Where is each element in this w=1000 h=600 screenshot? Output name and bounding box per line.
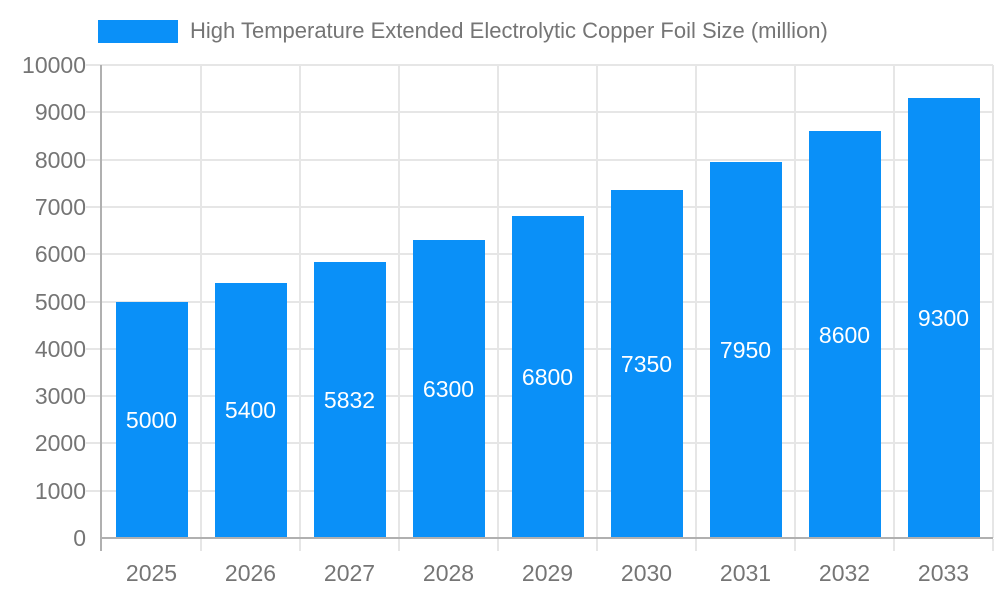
legend-swatch — [98, 20, 178, 43]
bar-value-label: 5400 — [224, 397, 277, 424]
x-axis-tick — [299, 539, 301, 551]
y-axis-label: 4000 — [34, 335, 86, 362]
x-axis-tick — [596, 539, 598, 551]
legend-label: High Temperature Extended Electrolytic C… — [190, 18, 828, 43]
v-gridline — [992, 65, 994, 538]
bar-value-label: 7350 — [620, 351, 673, 378]
y-axis-tick — [86, 347, 102, 350]
bar-value-label: 5000 — [125, 406, 178, 433]
y-axis-label: 7000 — [34, 193, 86, 220]
v-gridline — [695, 65, 697, 538]
h-gridline — [102, 205, 993, 208]
x-axis-label: 2028 — [422, 560, 475, 586]
y-axis-tick — [86, 205, 102, 208]
x-axis-label: 2033 — [917, 560, 970, 586]
y-axis-tick — [86, 442, 102, 445]
bar — [412, 240, 485, 538]
x-axis-label: 2025 — [125, 560, 178, 586]
bar — [511, 216, 584, 538]
x-axis-label: 2031 — [719, 560, 772, 586]
x-axis-tick — [992, 539, 994, 551]
v-gridline — [497, 65, 499, 538]
y-axis-label: 9000 — [34, 99, 86, 126]
bar — [709, 161, 782, 538]
y-axis-tick — [86, 111, 102, 114]
y-axis-label: 6000 — [34, 241, 86, 268]
x-axis-label: 2029 — [521, 560, 574, 586]
x-axis-label: 2032 — [818, 560, 871, 586]
y-axis-label: 5000 — [34, 288, 86, 315]
y-axis-label: 3000 — [34, 383, 86, 410]
bar-value-label: 7950 — [719, 336, 772, 363]
x-axis-label: 2030 — [620, 560, 673, 586]
x-axis-tick — [695, 539, 697, 551]
h-gridline — [102, 64, 993, 66]
v-gridline — [299, 65, 301, 538]
v-gridline — [893, 65, 895, 538]
v-gridline — [596, 65, 598, 538]
v-gridline — [398, 65, 400, 538]
bar-value-label: 6800 — [521, 364, 574, 391]
bar-value-label: 5832 — [323, 387, 376, 414]
y-axis-label: 8000 — [34, 146, 86, 173]
bar — [610, 190, 683, 538]
bar-value-label: 9300 — [917, 305, 970, 332]
y-axis-tick — [86, 158, 102, 161]
x-axis-line — [100, 537, 993, 539]
bar-value-label: 8600 — [818, 321, 871, 348]
y-axis-tick — [86, 253, 102, 256]
bar — [115, 301, 188, 538]
bar-value-label: 6300 — [422, 376, 475, 402]
bar — [313, 262, 386, 538]
x-axis-label: 2026 — [224, 560, 277, 586]
h-gridline — [102, 158, 993, 161]
y-axis-label: 1000 — [34, 477, 86, 504]
x-axis-tick — [398, 539, 400, 551]
y-axis-tick — [86, 64, 102, 66]
v-gridline — [794, 65, 796, 538]
y-axis-label: 2000 — [34, 430, 86, 457]
x-axis-tick — [200, 539, 202, 551]
x-axis-tick — [794, 539, 796, 551]
y-axis-line — [100, 65, 102, 551]
plot-area: 5000 5400 5832 6300 6800 7350 7950 8600 9300 — [102, 64, 994, 538]
bar — [214, 282, 287, 538]
y-axis-label: 10000 — [22, 52, 86, 78]
x-axis-tick — [497, 539, 499, 551]
bar — [907, 98, 980, 538]
x-axis-label: 2027 — [323, 560, 376, 586]
y-axis-tick — [86, 489, 102, 492]
x-axis-tick — [893, 539, 895, 551]
y-axis-tick — [86, 300, 102, 303]
h-gridline — [102, 111, 993, 114]
y-axis-tick — [86, 395, 102, 398]
y-axis-label: 0 — [73, 525, 86, 551]
bar — [808, 131, 881, 538]
v-gridline — [200, 65, 202, 538]
